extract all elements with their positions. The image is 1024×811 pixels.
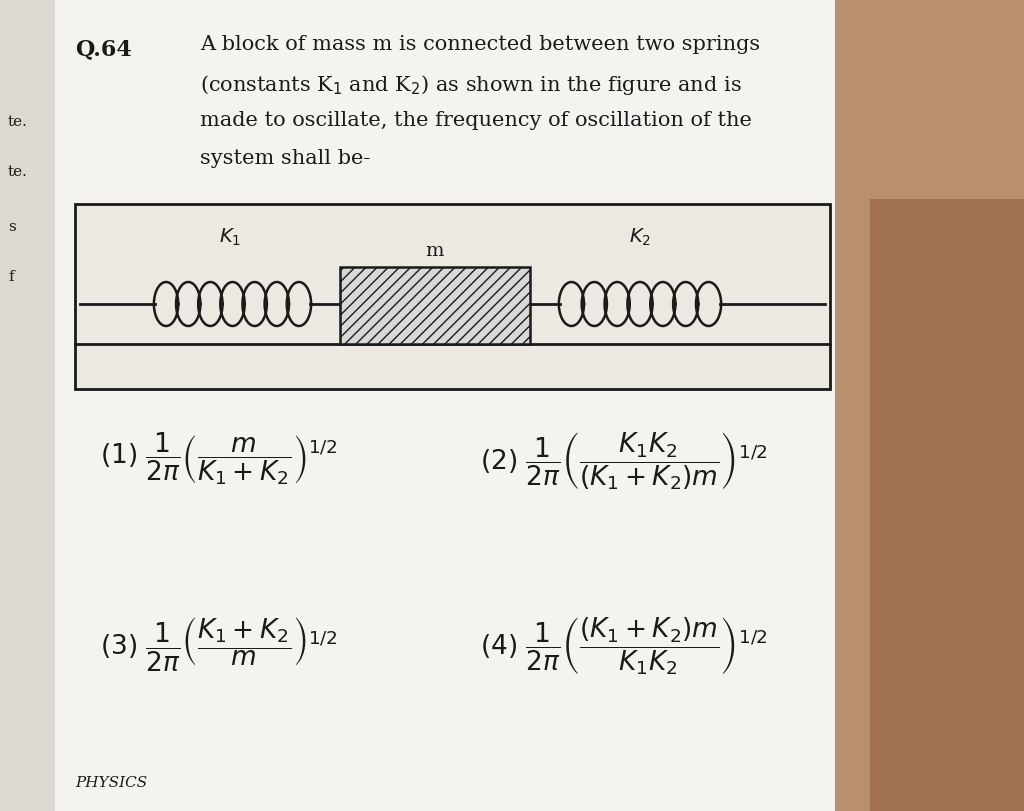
Bar [340,268,530,345]
Text: te.: te. [8,165,28,178]
Text: te.: te. [8,115,28,129]
Text: $(2)\ \dfrac{1}{2\pi}\left(\dfrac{K_1 K_2}{(K_1+K_2)m}\right)^{1/2}$: $(2)\ \dfrac{1}{2\pi}\left(\dfrac{K_1 K_… [480,430,768,491]
Bar [835,0,1024,811]
Text: $(3)\ \dfrac{1}{2\pi}\left(\dfrac{K_1+K_2}{m}\right)^{1/2}$: $(3)\ \dfrac{1}{2\pi}\left(\dfrac{K_1+K_… [100,614,338,672]
Bar [870,200,1024,811]
Text: A block of mass m is connected between two springs: A block of mass m is connected between t… [200,35,760,54]
Text: s: s [8,220,15,234]
Bar [75,204,830,389]
Text: m: m [426,242,444,260]
Text: $(4)\ \dfrac{1}{2\pi}\left(\dfrac{(K_1+K_2)m}{K_1 K_2}\right)^{1/2}$: $(4)\ \dfrac{1}{2\pi}\left(\dfrac{(K_1+K… [480,614,768,676]
Text: PHYSICS: PHYSICS [75,775,147,789]
Bar [0,0,55,811]
Text: (constants K$_1$ and K$_2$) as shown in the figure and is: (constants K$_1$ and K$_2$) as shown in … [200,73,741,97]
Text: $K_1$: $K_1$ [219,226,241,247]
Text: $(1)\ \dfrac{1}{2\pi}\left(\dfrac{m}{K_1+K_2}\right)^{1/2}$: $(1)\ \dfrac{1}{2\pi}\left(\dfrac{m}{K_1… [100,430,338,486]
Text: system shall be-: system shall be- [200,148,371,168]
Text: f: f [8,270,13,284]
Bar [55,0,835,811]
Text: Q.64: Q.64 [75,38,132,60]
Text: $K_2$: $K_2$ [629,226,651,247]
Text: made to oscillate, the frequency of oscillation of the: made to oscillate, the frequency of osci… [200,111,752,130]
Bar [75,204,830,389]
